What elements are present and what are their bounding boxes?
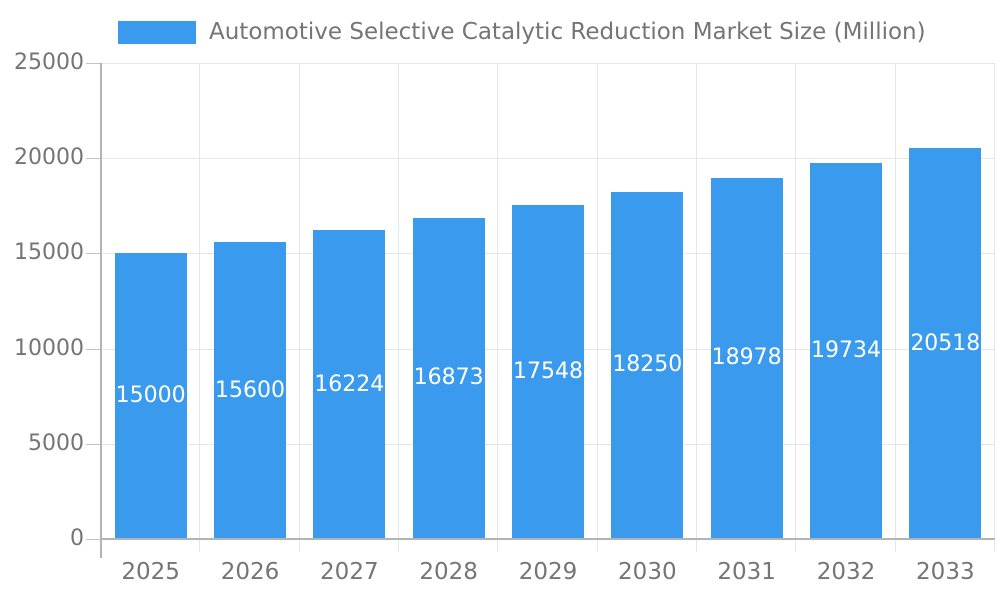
x-axis-tick [994, 539, 995, 552]
x-axis-line [100, 538, 995, 540]
x-axis-label: 2027 [320, 559, 379, 585]
x-axis-tick [795, 539, 797, 552]
bar[interactable]: 19734 [809, 163, 882, 539]
bar[interactable]: 16224 [313, 230, 386, 539]
x-axis-tick [596, 539, 598, 552]
bar[interactable]: 17548 [511, 204, 584, 539]
y-axis-tick [86, 443, 101, 445]
y-axis-label: 20000 [14, 145, 84, 171]
bar-value-label: 15000 [115, 383, 186, 409]
bar-group: 17548 [498, 63, 597, 539]
bar-value-label: 20518 [910, 330, 981, 356]
x-axis-tick [199, 539, 201, 552]
bar-group: 20518 [896, 63, 995, 539]
gridline-vertical [596, 63, 598, 539]
bar[interactable]: 15600 [213, 242, 286, 539]
x-axis-label: 2031 [717, 559, 776, 585]
x-axis-label: 2025 [121, 559, 180, 585]
x-axis-label: 2033 [916, 559, 975, 585]
legend-swatch-icon [118, 21, 196, 44]
gridline-vertical [298, 63, 300, 539]
x-axis-label: 2029 [518, 559, 578, 585]
x-axis-label: 2028 [419, 559, 478, 585]
bar-value-label: 18250 [612, 352, 683, 378]
x-axis-tick [497, 539, 499, 552]
gridline-vertical [497, 63, 499, 539]
gridline-vertical [994, 63, 995, 539]
gridline-horizontal [101, 63, 995, 64]
bar-value-label: 17548 [512, 358, 583, 384]
gridline-vertical [199, 63, 201, 539]
bar-value-label: 18978 [711, 345, 782, 371]
bar-value-label: 15600 [214, 377, 285, 403]
y-axis-label: 5000 [28, 430, 84, 456]
x-axis-label: 2032 [816, 559, 876, 585]
x-axis-tick [894, 539, 896, 552]
bar[interactable]: 15000 [114, 253, 187, 539]
y-axis-tick [86, 63, 101, 64]
x-axis-tick [398, 539, 399, 552]
bar-group: 18250 [598, 63, 697, 539]
gridline-horizontal [101, 158, 995, 160]
gridline-vertical [894, 63, 896, 539]
bar[interactable]: 16873 [412, 217, 485, 539]
chart-title: Automotive Selective Catalytic Reduction… [209, 19, 926, 45]
bar-value-label: 16873 [413, 365, 484, 391]
bar-group: 16873 [399, 63, 498, 539]
bar-group: 15600 [200, 63, 299, 539]
y-axis-label: 10000 [14, 335, 84, 361]
x-axis-label: 2026 [220, 559, 280, 585]
y-axis-tick [86, 253, 101, 255]
bar-group: 19734 [796, 63, 895, 539]
bar-group: 16224 [300, 63, 399, 539]
y-axis-tick [86, 539, 101, 540]
bar[interactable]: 18978 [710, 177, 783, 539]
x-axis-label: 2030 [618, 559, 677, 585]
y-axis-tick [86, 348, 101, 350]
plot-area: 15000 15600 16224 16873 17548 18250 18978 19734… [101, 63, 995, 539]
y-axis-line [100, 63, 102, 558]
bar-value-label: 19734 [810, 338, 881, 364]
y-axis-label: 0 [70, 526, 84, 551]
y-axis-tick [86, 158, 101, 160]
x-axis-tick [696, 539, 697, 552]
gridline-vertical [398, 63, 399, 539]
bar[interactable]: 20518 [909, 148, 982, 539]
bar[interactable]: 18250 [611, 191, 684, 539]
y-axis-label: 25000 [14, 50, 84, 75]
bar-value-label: 16224 [314, 371, 385, 397]
legend[interactable]: Automotive Selective Catalytic Reduction… [118, 20, 926, 45]
gridline-vertical [696, 63, 697, 539]
bar-group: 15000 [101, 63, 200, 539]
gridline-vertical [795, 63, 797, 539]
y-axis-label: 15000 [14, 240, 84, 266]
bar-group: 18978 [697, 63, 796, 539]
x-axis-tick [298, 539, 300, 552]
